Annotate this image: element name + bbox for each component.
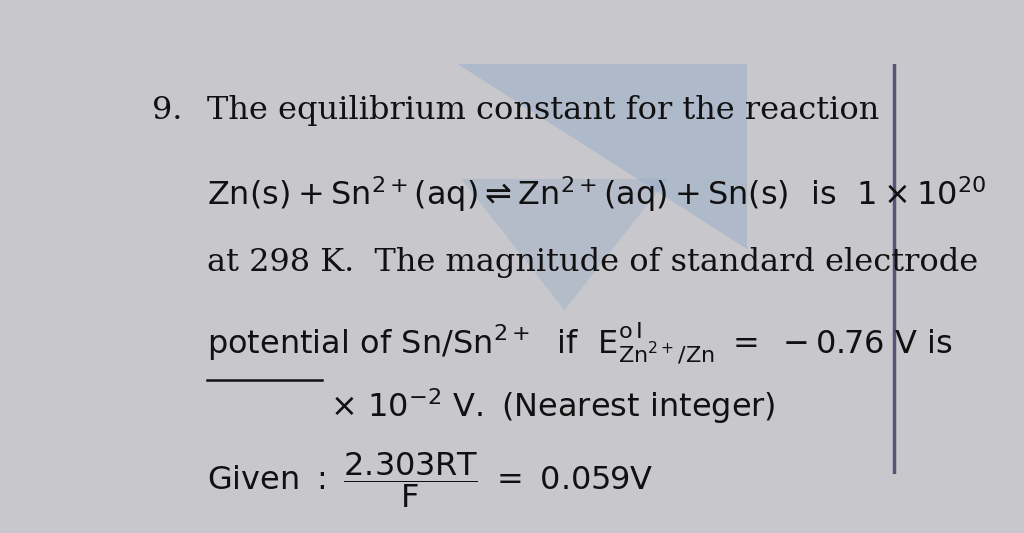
Text: $\mathrm{Zn(s)+Sn^{2+}(aq)\rightleftharpoons Zn^{2+}(aq)+Sn(s)\ \ is\ \ 1\times1: $\mathrm{Zn(s)+Sn^{2+}(aq)\rightleftharp… (207, 175, 986, 214)
Polygon shape (461, 179, 668, 310)
Text: $\mathrm{\times\ 10^{-2}\ V.\ (Nearest\ integer)}$: $\mathrm{\times\ 10^{-2}\ V.\ (Nearest\ … (331, 386, 776, 426)
Polygon shape (445, 56, 748, 248)
Text: at 298 K.  The magnitude of standard electrode: at 298 K. The magnitude of standard elec… (207, 247, 979, 278)
Text: $\mathrm{Given\ :\ \dfrac{2.303RT}{F}\ =\ 0.059V}$: $\mathrm{Given\ :\ \dfrac{2.303RT}{F}\ =… (207, 450, 653, 510)
Text: 9.: 9. (152, 95, 182, 126)
Text: The equilibrium constant for the reaction: The equilibrium constant for the reactio… (207, 95, 880, 126)
Text: $\mathrm{potential\ of\ Sn/Sn^{2+}\ \ if\ \ E^{o\,I}_{Zn^{2+}/Zn}\ =\ -0.76\ V\ : $\mathrm{potential\ of\ Sn/Sn^{2+}\ \ if… (207, 320, 953, 365)
